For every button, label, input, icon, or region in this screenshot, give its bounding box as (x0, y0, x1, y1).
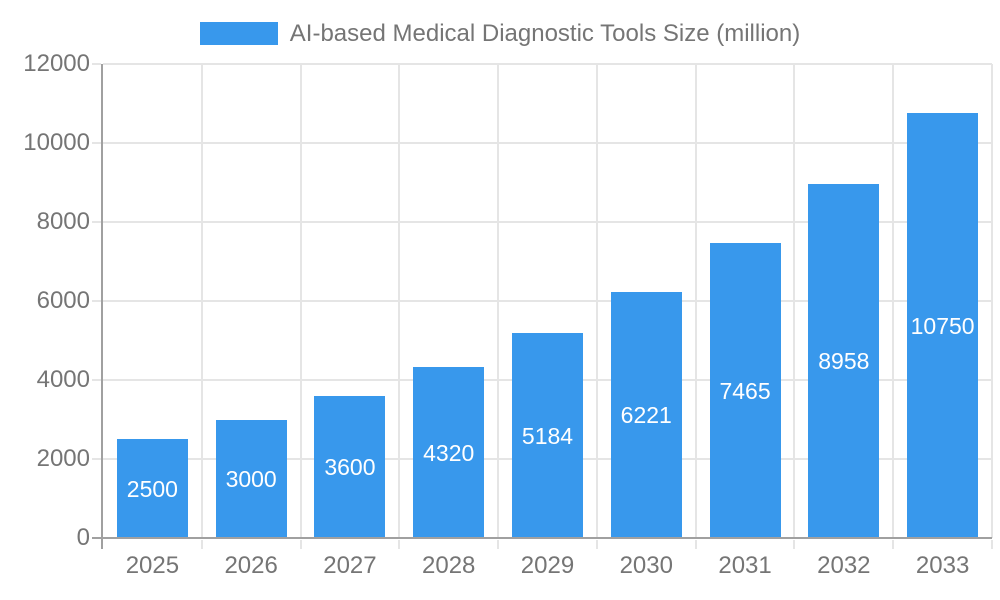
gridline-vertical (299, 64, 302, 538)
legend[interactable]: AI-based Medical Diagnostic Tools Size (… (0, 20, 1000, 47)
gridline-vertical (793, 64, 796, 538)
x-tick-label: 2026 (224, 552, 278, 579)
bar-value-label: 2500 (126, 475, 178, 502)
y-axis-line (101, 64, 103, 549)
bar-value-label: 4320 (423, 439, 475, 466)
bar (512, 333, 583, 538)
bar (610, 292, 682, 538)
bar-value-label: 7465 (719, 377, 771, 404)
gridline-vertical (200, 64, 203, 538)
bar (215, 419, 287, 538)
bar (116, 439, 188, 538)
x-tick (299, 540, 302, 549)
y-tick (92, 300, 101, 302)
gridline-horizontal (103, 300, 992, 302)
bar-value-label: 8958 (818, 348, 870, 375)
gridline-vertical (398, 64, 401, 538)
x-tick-label: 2033 (915, 552, 970, 579)
y-tick-label: 4000 (36, 366, 90, 393)
bar (314, 395, 386, 538)
x-tick (200, 540, 203, 549)
gridline-vertical (694, 64, 697, 538)
gridline-vertical (892, 64, 895, 538)
bar-value-label: 6221 (620, 402, 672, 429)
x-tick (497, 540, 500, 549)
y-tick (92, 63, 101, 65)
bar-value-label: 10750 (910, 312, 975, 339)
x-tick-label: 2031 (718, 552, 772, 579)
bar-value-label: 5184 (521, 422, 574, 449)
x-tick (398, 540, 401, 549)
y-tick (92, 221, 101, 223)
y-tick-label: 12000 (23, 50, 90, 77)
gridline-vertical (595, 64, 598, 538)
gridline-vertical (991, 64, 993, 538)
gridline-horizontal (103, 63, 992, 65)
bar (413, 367, 485, 538)
x-tick-label: 2030 (619, 552, 673, 579)
y-tick (92, 379, 101, 381)
y-tick-label: 10000 (23, 129, 90, 156)
x-tick-label: 2027 (323, 552, 377, 579)
legend-label: AI-based Medical Diagnostic Tools Size (… (289, 20, 801, 47)
gridline-horizontal (103, 221, 992, 223)
y-tick-label: 8000 (36, 208, 90, 235)
x-tick (595, 540, 598, 549)
x-tick (694, 540, 697, 549)
x-axis-line (92, 537, 992, 539)
x-tick (991, 540, 993, 549)
legend-swatch (199, 22, 278, 45)
x-tick-label: 2029 (520, 552, 575, 579)
bar (709, 243, 781, 538)
x-tick-label: 2025 (125, 552, 180, 579)
y-tick-label: 2000 (36, 445, 90, 472)
gridline-vertical (497, 64, 500, 538)
bar (808, 184, 880, 538)
bar (907, 113, 979, 538)
x-tick-label: 2032 (817, 552, 871, 579)
y-tick (92, 458, 101, 460)
bar-value-label: 3600 (324, 453, 376, 480)
x-tick (793, 540, 796, 549)
y-tick (92, 142, 101, 144)
gridline-horizontal (103, 142, 992, 144)
y-tick-label: 0 (76, 524, 90, 551)
x-tick-label: 2028 (422, 552, 476, 579)
x-tick (892, 540, 895, 549)
bar-value-label: 3000 (225, 465, 277, 492)
y-tick-label: 6000 (36, 287, 90, 314)
